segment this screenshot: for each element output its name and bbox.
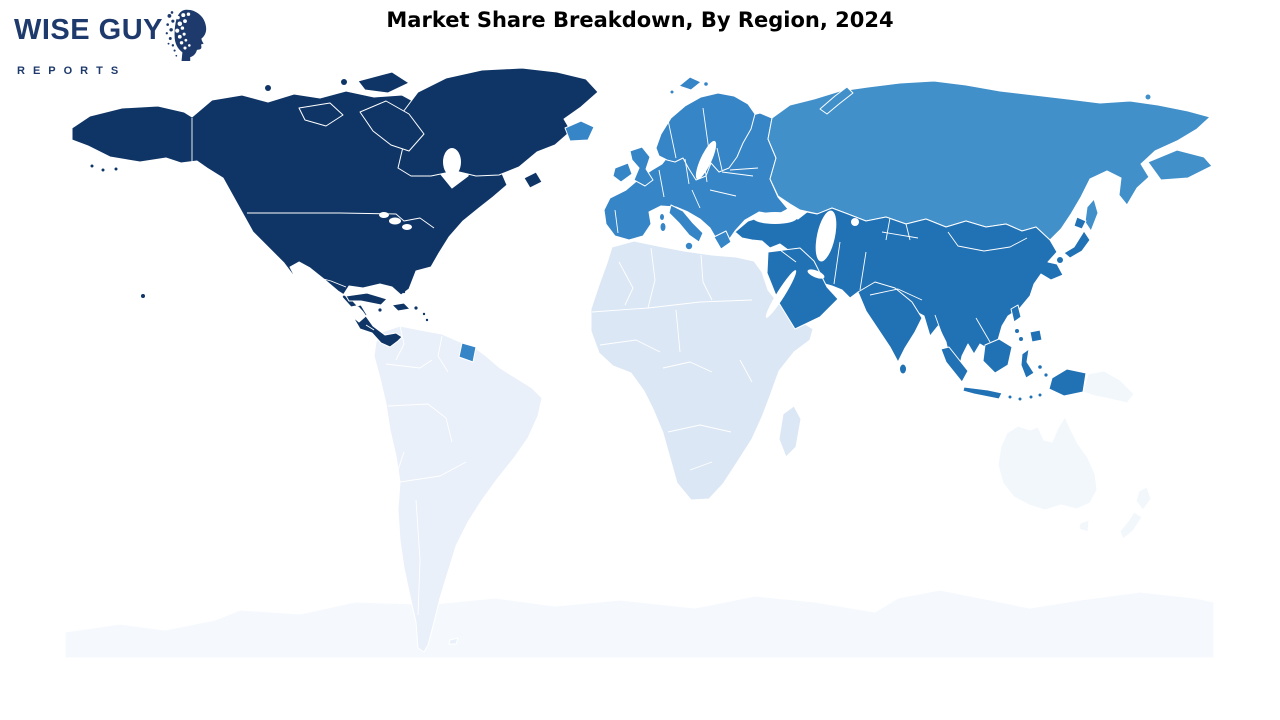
scandinavia: [655, 92, 756, 181]
great-lake-2: [389, 217, 401, 225]
aral-sea: [851, 218, 859, 226]
chart-title: Market Share Breakdown, By Region, 2024: [386, 8, 894, 32]
svalbard: [678, 76, 702, 91]
hawaii: [141, 294, 145, 298]
italy: [668, 204, 704, 243]
sakhalin: [1084, 198, 1099, 232]
new-zealand-north: [1135, 486, 1152, 511]
logo-text: WISE GUY: [14, 14, 164, 46]
region-asia: [734, 207, 1091, 401]
japan-honshu: [1063, 230, 1091, 259]
hispaniola: [391, 302, 411, 312]
sicily: [685, 242, 693, 250]
arabian-peninsula: [766, 247, 839, 330]
philippines-mindanao: [1029, 329, 1043, 343]
us-canada-border: [247, 212, 435, 229]
region-oceania: [997, 370, 1152, 540]
sri-lanka: [900, 364, 906, 374]
tasmania: [1078, 519, 1090, 533]
dotted-head-profile-icon: [165, 9, 207, 62]
greenland: [397, 67, 599, 177]
newfoundland: [523, 171, 543, 189]
region-antarctica: [64, 586, 1215, 659]
sardinia: [660, 223, 666, 231]
black-sea: [753, 212, 797, 224]
caspian-sea: [815, 210, 837, 262]
persian-gulf: [807, 269, 825, 279]
australia: [997, 416, 1098, 511]
puerto-rico: [414, 306, 418, 310]
falkland-islands: [448, 637, 459, 645]
greece: [713, 230, 732, 250]
philippines-luzon: [1010, 304, 1022, 323]
jamaica: [378, 308, 382, 312]
victoria-island: [298, 102, 344, 127]
logo-subtext: REPORTS: [17, 65, 127, 77]
new-zealand-south: [1119, 511, 1143, 540]
us-mexico-border: [298, 262, 347, 288]
africa: [590, 240, 814, 501]
chukotka: [1147, 149, 1213, 181]
papua-new-guinea: [1082, 370, 1135, 404]
corsica: [660, 214, 664, 220]
south-america: [373, 325, 543, 653]
region-north-america: [71, 67, 599, 348]
west-new-guinea: [1048, 368, 1087, 397]
ellesmere-island: [357, 71, 410, 94]
sulawesi: [1020, 348, 1035, 379]
mongolia-border: [947, 231, 1028, 252]
antarctica: [64, 586, 1215, 659]
great-britain: [629, 146, 654, 187]
taiwan: [1020, 292, 1026, 302]
red-sea: [765, 270, 797, 318]
region-africa: [590, 240, 814, 501]
hainan: [999, 316, 1005, 322]
great-lake-1: [379, 212, 389, 218]
baffin-island: [359, 100, 425, 152]
ireland: [612, 162, 633, 183]
wise-guy-reports-logo: WISE GUY REPORTS: [14, 6, 211, 77]
novaya-zemlya: [819, 86, 854, 115]
great-lake-3: [402, 224, 412, 230]
java: [962, 386, 1003, 400]
iceland: [564, 120, 595, 142]
borneo: [982, 338, 1013, 374]
region-south-america: [373, 325, 543, 653]
baltic-sea: [695, 140, 717, 180]
sumatra: [940, 346, 969, 383]
french-guiana: [458, 342, 477, 363]
wrangel-island: [1145, 94, 1151, 100]
madagascar: [778, 405, 802, 458]
hudson-bay: [443, 148, 461, 176]
japan-kyushu: [1057, 257, 1063, 263]
cuba: [345, 292, 388, 306]
india: [857, 281, 923, 363]
japan-hokkaido: [1073, 216, 1087, 230]
region-europe: [458, 76, 789, 363]
inland-seas: [379, 140, 859, 318]
